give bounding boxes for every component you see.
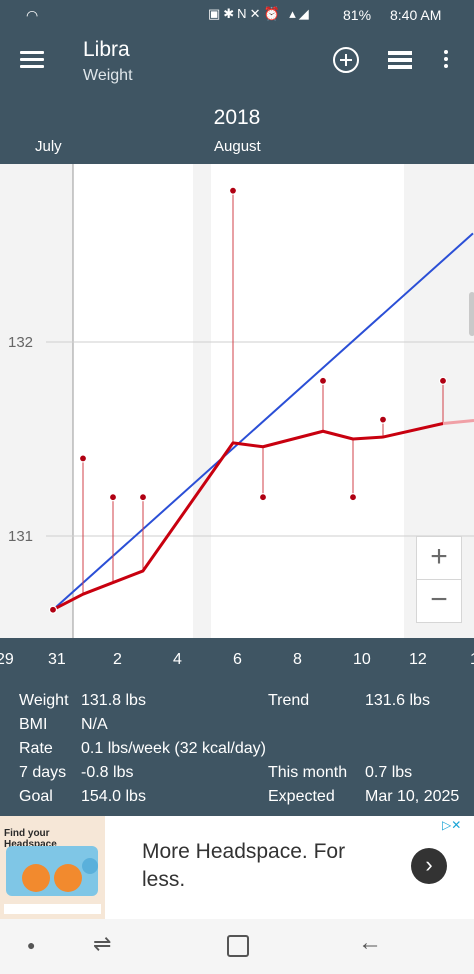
data-point [258,493,268,502]
trend-value: 131.6 lbs [365,692,430,709]
data-point [438,376,448,385]
goal-value: 154.0 lbs [81,788,146,805]
menu-icon[interactable] [20,51,44,69]
expected-value: Mar 10, 2025 [365,788,460,805]
x-tick-label: 31 [48,651,66,668]
headspace-illustration [4,846,101,914]
weight-value: 131.8 lbs [81,692,146,709]
ad-image-headline: Find your Headspace [4,828,57,850]
app-title: Libra [83,38,130,61]
month-label-august: August [214,138,261,155]
data-point [78,454,88,463]
x-tick-label: 10 [353,651,371,668]
x-tick-label: 4 [173,651,182,668]
data-point [378,415,388,424]
regression-line [52,232,474,611]
rate-value: 0.1 lbs/week (32 kcal/day) [81,740,266,757]
expected-label: Expected [268,788,335,805]
ad-image[interactable]: Find your Headspace [0,816,105,919]
y-tick-label: 132 [8,334,33,351]
clock: 8:40 AM [390,7,442,23]
add-entry-button[interactable] [333,47,359,73]
scroll-indicator [469,292,474,336]
trend-line-extension [442,418,474,425]
more-options-icon[interactable] [444,50,450,71]
data-point [348,493,358,502]
list-view-button[interactable] [388,51,412,72]
recents-icon[interactable]: ⇌ [93,931,112,956]
rate-label: Rate [19,740,53,757]
trend-line [52,422,444,612]
status-bar: ◠ ▣✱N✕⏰ ▴◢ 81% 8:40 AM [0,0,474,30]
system-nav-bar: ● ⇌ ← [0,919,474,974]
wifi-icon: ◠ [26,7,39,23]
chart-plot[interactable]: 131 132 [0,164,474,638]
app-subtitle: Weight [83,67,133,84]
x-tick-label: 14 [470,651,474,669]
x-tick-label: 8 [293,651,302,668]
period-header: 2018 July August [0,92,474,164]
ad-banner[interactable]: Find your Headspace More Headspace. For … [0,816,474,919]
zoom-in-button[interactable]: + [416,536,462,580]
weight-label: Weight [19,692,69,709]
seven-days-value: -0.8 lbs [81,764,134,781]
dot-indicator-icon: ● [27,937,36,953]
battery-level: 81% [343,7,372,23]
bmi-value: N/A [81,716,108,733]
status-icons: ▣✱N✕⏰ ▴◢ [208,6,312,21]
back-icon[interactable]: ← [358,929,382,956]
zoom-out-button[interactable]: − [416,579,462,623]
seven-days-label: 7 days [19,764,67,781]
this-month-label: This month [268,764,348,781]
goal-label: Goal [19,788,53,805]
x-tick-label: 29 [0,651,14,668]
weekend-band [0,164,73,638]
ad-choices-icon[interactable]: ▷✕ [442,818,462,832]
month-label-july: July [35,138,62,155]
ad-arrow-button[interactable]: › [411,848,447,884]
this-month-value: 0.7 lbs [365,764,413,781]
year-label: 2018 [213,106,261,129]
stats-panel: Weight 131.8 lbs Trend 131.6 lbs BMI N/A… [0,680,474,816]
x-tick-label: 12 [409,651,427,668]
home-icon[interactable] [227,935,249,957]
x-tick-label: 2 [113,651,122,668]
data-point [108,493,118,502]
y-tick-label: 131 [8,528,33,545]
x-tick-label: 6 [233,651,242,668]
x-axis-bar: 29 31 2 4 6 8 10 12 14 [0,638,474,680]
data-point [138,493,148,502]
weekend-band [193,164,211,638]
data-point [228,186,238,195]
data-point [48,605,58,614]
ad-text[interactable]: More Headspace. For less. [142,840,346,891]
trend-label: Trend [268,692,310,709]
bmi-label: BMI [19,716,48,733]
app-bar: Libra Weight [0,30,474,92]
data-point [318,376,328,385]
